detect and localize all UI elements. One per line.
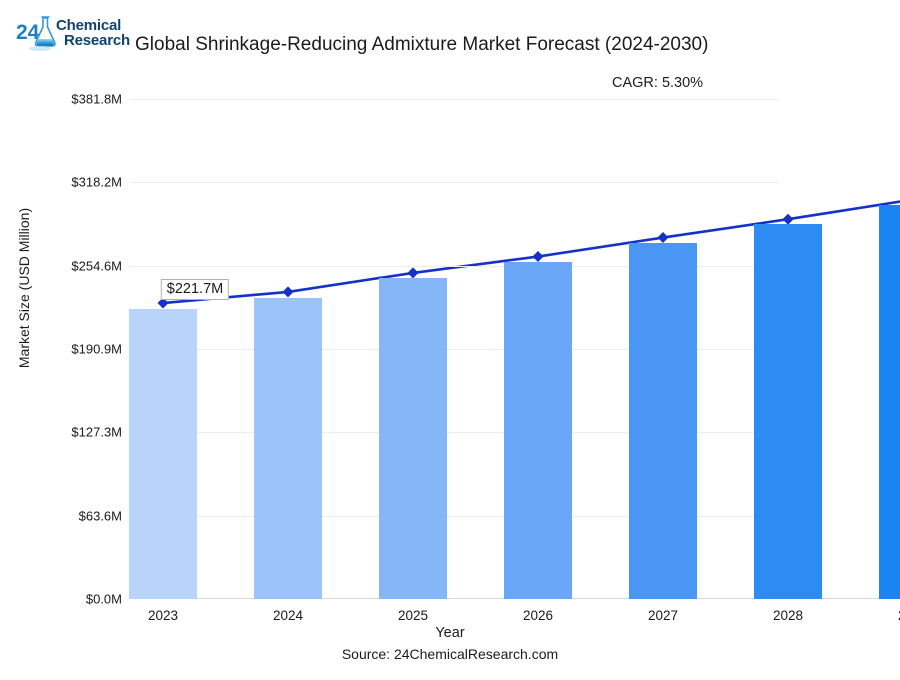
gridline [130,432,778,434]
y-axis-ticks: $0.0M $63.6M $127.3M $190.9M $254.6M $318.2M $… [0,92,122,607]
y-axis-tick-label: $254.6M [71,258,122,274]
brand-logo: 24 Chemical Research [16,12,130,54]
y-axis-tick-label: $127.3M [71,424,122,440]
svg-text:24: 24 [16,21,40,44]
x-axis-title: Year [435,625,465,641]
y-axis-tick-label: $63.6M [78,508,122,524]
chart-plot-area: $221.7M [129,99,900,599]
x-axis-tick-2029: 2029 [898,608,900,623]
gridline [130,265,778,267]
page-title: Global Shrinkage-Reducing Admixture Mark… [135,34,709,55]
y-axis-tick-label: $381.8M [71,91,122,107]
y-axis-tick-label: $190.9M [71,341,122,357]
x-axis-tick-2027: 2027 [647,608,679,623]
bar-2029[interactable] [879,204,900,599]
brand-logo-line1: Chemical [56,16,122,34]
x-axis-tick-2026: 2026 [522,608,554,623]
data-point-marker-2024[interactable] [282,286,294,298]
flask-icon: 24 [16,13,62,53]
data-point-marker-2025[interactable] [407,267,419,279]
bar-2023[interactable] [129,308,197,599]
gridline [130,349,778,350]
data-point-marker-2026[interactable] [532,251,544,263]
x-axis-tick-2023: 2023 [147,608,179,623]
brand-logo-text: Chemical Research [56,16,130,49]
x-axis-tick-2025: 2025 [397,608,429,623]
data-point-marker-2027[interactable] [657,232,669,244]
gridline [130,99,778,100]
gridline [130,515,778,517]
bar-2026[interactable] [504,261,572,599]
bar-2028[interactable] [754,224,822,599]
bar-2027[interactable] [629,242,697,599]
cagr-annotation: CAGR: 5.30% [612,75,704,91]
brand-logo-line2: Research [64,32,130,49]
data-label-2023: $221.7M [160,279,230,301]
x-axis-tick-2024: 2024 [272,608,304,623]
y-axis-tick-label: $0.0M [85,591,122,607]
data-point-marker-2028[interactable] [782,213,794,225]
bar-2025[interactable] [379,278,447,599]
bar-2024[interactable] [254,297,322,599]
y-axis-title: Market Size (USD Million) [16,207,32,369]
source-caption: Source: 24ChemicalResearch.com [341,646,559,662]
gridline [130,182,778,184]
x-axis-tick-2028: 2028 [772,608,804,623]
y-axis-tick-label: $318.2M [71,174,122,190]
